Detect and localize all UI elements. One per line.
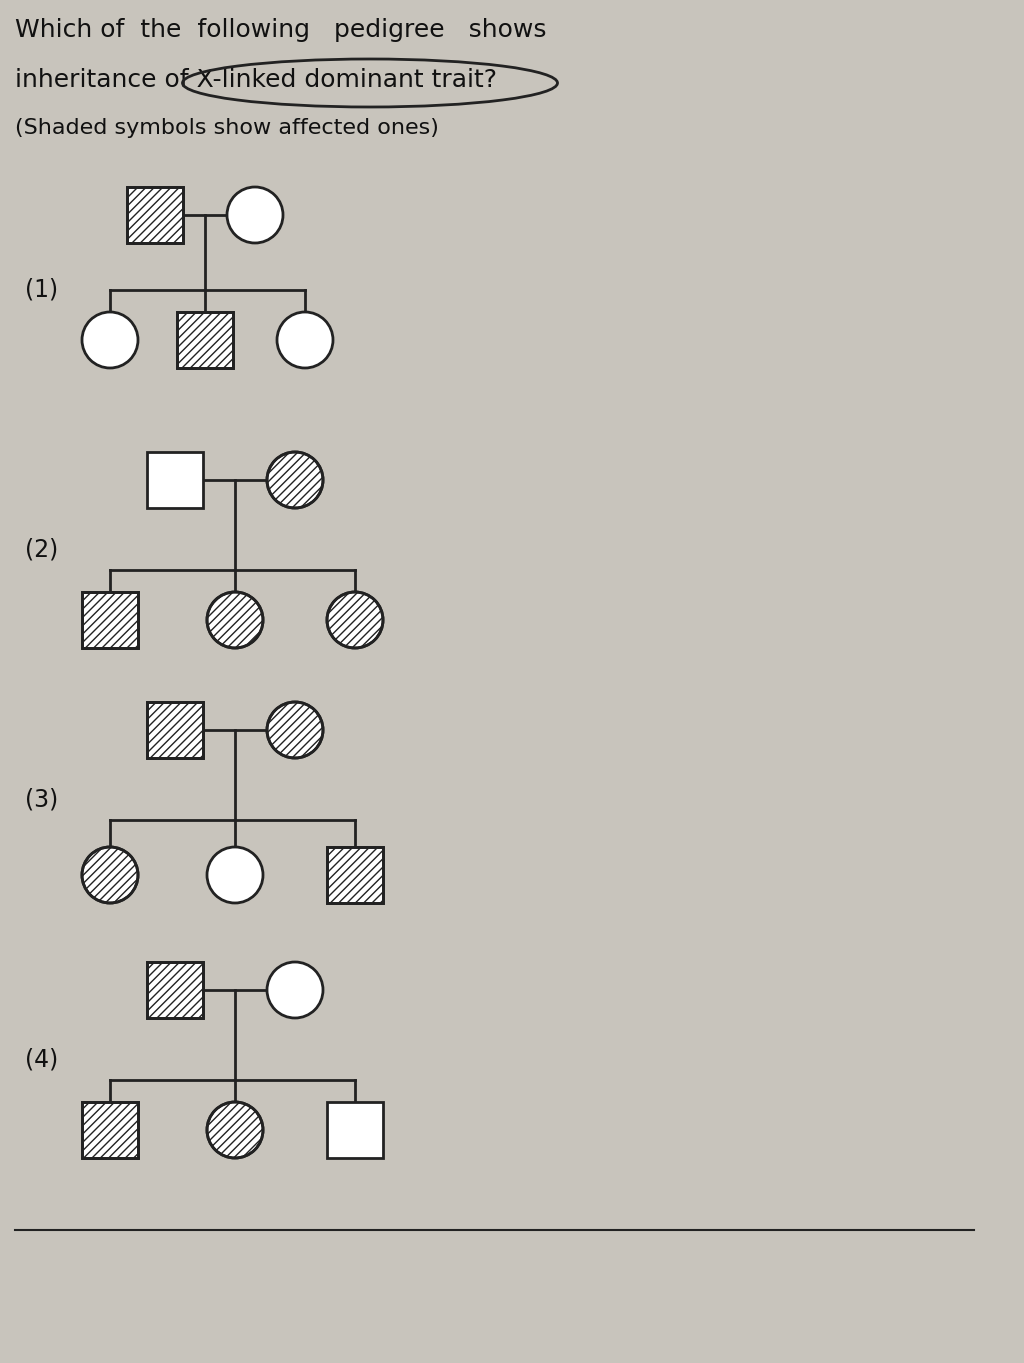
Text: (2): (2) (25, 538, 58, 562)
Text: (Shaded symbols show affected ones): (Shaded symbols show affected ones) (15, 119, 439, 138)
Text: (4): (4) (25, 1048, 58, 1073)
Text: inheritance of X-linked dominant trait?: inheritance of X-linked dominant trait? (15, 68, 497, 91)
Bar (327, 1103, 383, 1159)
Text: (3): (3) (25, 788, 58, 812)
Circle shape (82, 846, 138, 904)
Bar (177, 312, 233, 368)
Bar (127, 187, 183, 243)
Circle shape (82, 312, 138, 368)
Bar (82, 592, 138, 647)
Circle shape (267, 702, 323, 758)
Circle shape (207, 592, 263, 647)
Circle shape (227, 187, 283, 243)
Circle shape (207, 846, 263, 904)
Bar (82, 1103, 138, 1159)
Circle shape (267, 962, 323, 1018)
Circle shape (267, 453, 323, 508)
Bar (82, 592, 138, 647)
Bar (82, 1103, 138, 1159)
Bar (327, 846, 383, 904)
Circle shape (278, 312, 333, 368)
Bar (147, 702, 203, 758)
Text: (1): (1) (25, 278, 58, 303)
Bar (127, 187, 183, 243)
Bar (147, 962, 203, 1018)
Bar (147, 453, 203, 508)
Bar (327, 846, 383, 904)
Bar (147, 962, 203, 1018)
Bar (177, 312, 233, 368)
Bar (147, 702, 203, 758)
Circle shape (327, 592, 383, 647)
Text: Which of  the  following   pedigree   shows: Which of the following pedigree shows (15, 18, 547, 42)
Circle shape (207, 1103, 263, 1159)
